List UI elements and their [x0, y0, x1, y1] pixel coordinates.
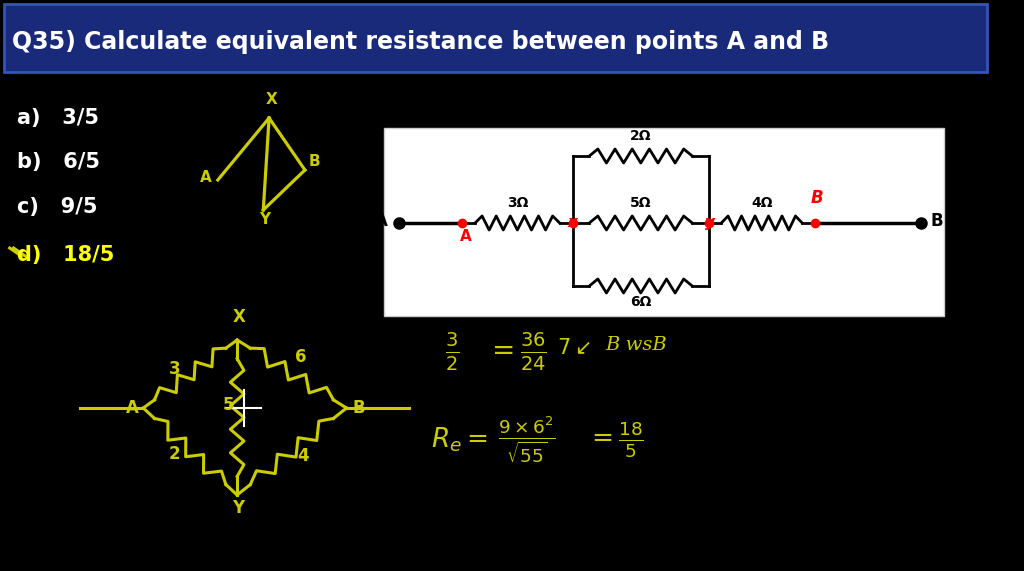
Text: $\frac{9\times6^2}{\sqrt{55}}$: $\frac{9\times6^2}{\sqrt{55}}$: [499, 415, 556, 465]
Text: Q35) Calculate equivalent resistance between points A and B: Q35) Calculate equivalent resistance bet…: [11, 30, 828, 54]
Text: y: y: [705, 215, 715, 230]
Text: B wsB: B wsB: [605, 336, 667, 354]
Text: B: B: [811, 189, 823, 207]
Bar: [4, 4, 987, 72]
Text: x: x: [567, 215, 578, 230]
Text: 3Ω: 3Ω: [507, 196, 528, 210]
Text: A: A: [126, 399, 138, 417]
Text: 5: 5: [222, 396, 234, 414]
Text: B: B: [309, 154, 321, 169]
Text: $\frac{3}{2}$: $\frac{3}{2}$: [445, 331, 460, 373]
Text: $=\frac{36}{24}$: $=\frac{36}{24}$: [486, 331, 547, 373]
Text: a)   3/5: a) 3/5: [17, 108, 99, 128]
Text: $7\swarrow$: $7\swarrow$: [557, 338, 591, 358]
Text: $R_e=$: $R_e=$: [431, 426, 487, 455]
Text: A: A: [375, 212, 388, 230]
Text: A: A: [201, 170, 212, 185]
Text: d)   18/5: d) 18/5: [17, 245, 115, 265]
Text: $=\frac{18}{5}$: $=\frac{18}{5}$: [586, 420, 643, 460]
Text: B: B: [352, 399, 365, 417]
Text: 3: 3: [168, 360, 180, 378]
Text: 5Ω: 5Ω: [630, 196, 651, 210]
Text: 6: 6: [295, 348, 307, 366]
Text: X: X: [265, 92, 276, 107]
Text: Y: Y: [259, 212, 270, 227]
Text: X: X: [232, 308, 245, 326]
Text: c)   9/5: c) 9/5: [17, 197, 98, 217]
Text: 6Ω: 6Ω: [630, 295, 651, 309]
Text: 4: 4: [297, 447, 309, 465]
Bar: [384, 128, 944, 316]
Text: 2Ω: 2Ω: [630, 129, 651, 143]
Text: 4Ω: 4Ω: [751, 196, 772, 210]
Text: Y: Y: [232, 499, 245, 517]
Text: b)   6/5: b) 6/5: [17, 152, 100, 172]
Text: B: B: [931, 212, 943, 230]
Text: 2: 2: [168, 445, 180, 463]
Text: A: A: [460, 229, 471, 244]
